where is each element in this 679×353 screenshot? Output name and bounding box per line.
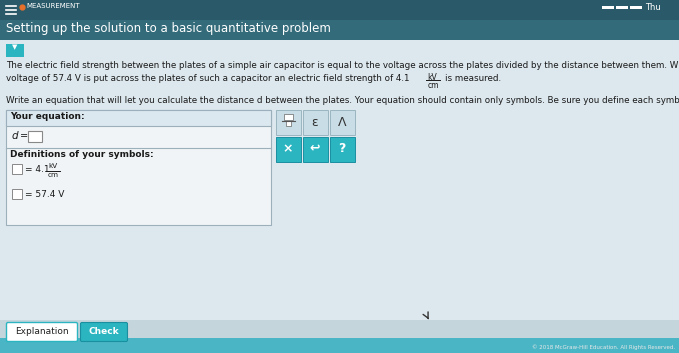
Bar [6, 110, 271, 126]
Text: kV: kV [427, 73, 437, 82]
Bar [276, 137, 301, 162]
Text: cm: cm [48, 172, 58, 178]
Bar [616, 6, 628, 9]
Text: © 2018 McGraw-Hill Education. All Rights Reserved.: © 2018 McGraw-Hill Education. All Rights… [532, 345, 675, 350]
Text: Λ: Λ [337, 115, 346, 128]
Text: Definitions of your symbols:: Definitions of your symbols: [10, 150, 153, 159]
Text: ?: ? [338, 143, 346, 156]
Text: cm: cm [428, 81, 439, 90]
Bar [602, 6, 614, 9]
Bar [6, 110, 271, 225]
Text: Setting up the solution to a basic quantitative problem: Setting up the solution to a basic quant… [6, 22, 331, 35]
Text: kV: kV [48, 163, 58, 169]
Bar [12, 189, 22, 199]
Bar [12, 164, 22, 174]
Text: = 57.4 V: = 57.4 V [25, 190, 65, 199]
Bar [286, 121, 291, 126]
Bar [330, 137, 355, 162]
Bar [28, 131, 42, 142]
Bar [0, 320, 679, 353]
Bar [0, 0, 679, 20]
Text: ▼: ▼ [12, 44, 18, 50]
Text: =: = [20, 131, 28, 141]
Text: The electric field strength between the plates of a simple air capacitor is equa: The electric field strength between the … [6, 61, 679, 70]
FancyBboxPatch shape [7, 323, 77, 341]
Text: Explanation: Explanation [15, 328, 69, 336]
Bar [330, 110, 355, 135]
Text: Write an equation that will let you calculate the distance d between the plates.: Write an equation that will let you calc… [6, 96, 679, 105]
Text: d: d [12, 131, 18, 141]
Text: = 4.1: = 4.1 [25, 165, 50, 174]
Text: Your equation:: Your equation: [10, 112, 85, 121]
Text: is measured.: is measured. [445, 74, 501, 83]
Bar [630, 6, 642, 9]
Text: ↩: ↩ [310, 143, 320, 156]
Bar [303, 137, 328, 162]
Bar [0, 338, 679, 353]
Bar [303, 110, 328, 135]
Text: ×: × [282, 143, 293, 156]
FancyBboxPatch shape [81, 323, 128, 341]
Text: Check: Check [89, 328, 120, 336]
Bar [0, 20, 679, 40]
Text: Thu: Thu [645, 3, 661, 12]
Bar [276, 110, 301, 135]
Bar [6, 44, 24, 57]
Text: voltage of 57.4 V is put across the plates of such a capacitor an electric field: voltage of 57.4 V is put across the plat… [6, 74, 409, 83]
Bar [284, 114, 293, 120]
Text: ε: ε [312, 115, 318, 128]
Bar [0, 40, 679, 320]
Text: MEASUREMENT: MEASUREMENT [26, 3, 79, 9]
